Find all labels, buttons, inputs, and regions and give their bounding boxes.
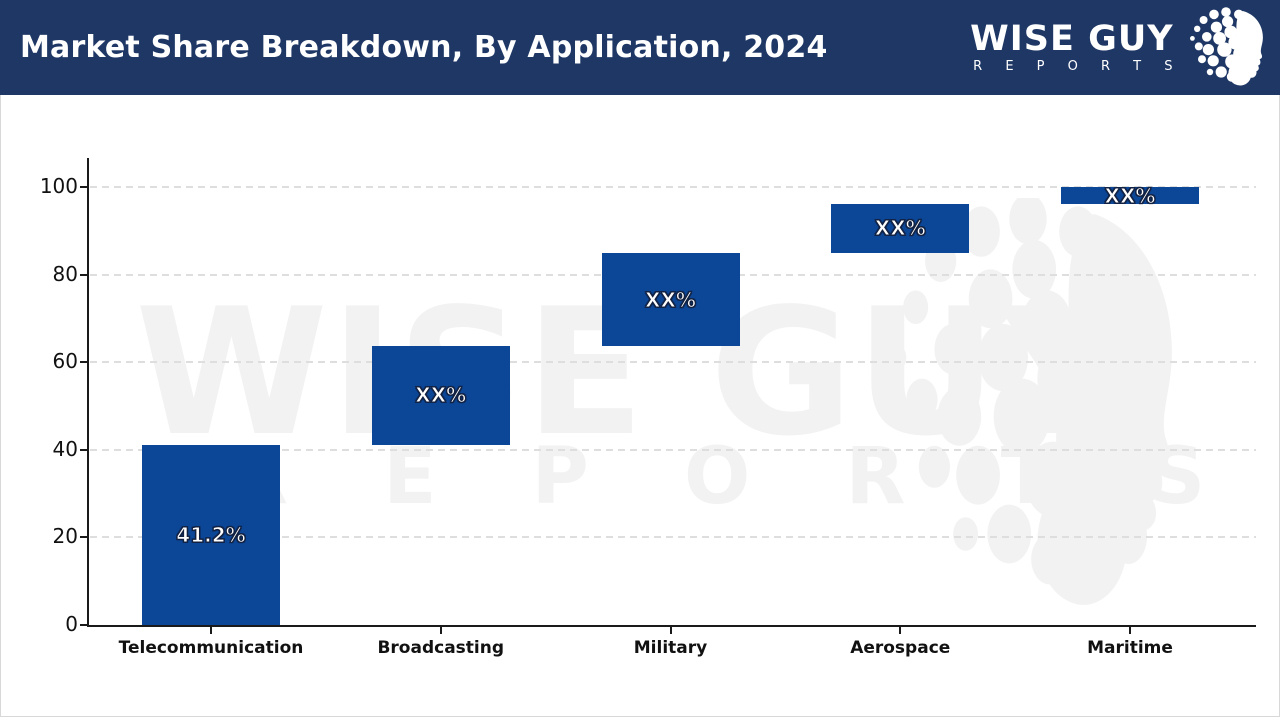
page-title: Market Share Breakdown, By Application, …: [20, 30, 828, 65]
bar-value-label: XX%: [1104, 183, 1156, 208]
gridline-40: [90, 448, 1256, 451]
x-axis-tick: [210, 627, 212, 634]
x-axis-tick: [899, 627, 902, 634]
header-bar: Market Share Breakdown, By Application, …: [0, 0, 1280, 95]
y-axis-tick: [80, 448, 88, 451]
x-axis-tick: [1129, 627, 1131, 634]
y-axis-tick-label: 20: [52, 524, 78, 549]
y-axis-tick: [80, 361, 88, 364]
bar-aerospace: XX%: [831, 204, 970, 253]
y-axis-tick: [80, 624, 88, 626]
x-axis-category-label: Telecommunication: [118, 638, 304, 658]
bar-military: XX%: [601, 252, 740, 347]
x-axis-line: [87, 625, 1256, 627]
dotted-head-icon: [1190, 6, 1263, 86]
y-axis-tick-label: 80: [52, 261, 78, 286]
y-axis-tick-label: 0: [65, 612, 78, 636]
y-axis-tick-label: 100: [39, 174, 78, 198]
brand-name: WISE GUY: [970, 19, 1174, 59]
y-axis-line: [87, 158, 89, 627]
y-axis-tick-label: 40: [52, 436, 78, 461]
gridline-100: [90, 186, 1256, 188]
x-axis-category-label: Maritime: [1087, 638, 1173, 658]
y-axis-tick: [80, 273, 88, 276]
gridline-20: [90, 536, 1256, 539]
bar-telecommunication: 41.2%: [142, 444, 280, 625]
bar-value-label: XX%: [415, 383, 467, 408]
brand-subname: R E P O R T S: [973, 59, 1182, 74]
bar-value-label: XX%: [874, 216, 926, 241]
x-axis-category-label: Aerospace: [850, 638, 951, 658]
bar-maritime: XX%: [1061, 183, 1199, 208]
y-axis-tick: [80, 536, 88, 539]
y-axis-tick-label: 60: [52, 349, 78, 374]
bar-broadcasting: XX%: [371, 346, 510, 445]
x-axis-tick: [669, 627, 672, 634]
brand-logo: WISE GUY R E P O R T S: [970, 6, 1280, 90]
bar-value-label: 41.2%: [176, 522, 246, 547]
x-axis-tick: [439, 627, 442, 634]
brand-logo-text: WISE GUY R E P O R T S: [970, 19, 1182, 74]
x-axis-category-label: Broadcasting: [377, 638, 505, 658]
bar-value-label: XX%: [645, 287, 697, 312]
gridline-60: [90, 361, 1256, 364]
x-axis-category-label: Military: [633, 638, 708, 658]
y-axis-tick: [80, 186, 88, 188]
